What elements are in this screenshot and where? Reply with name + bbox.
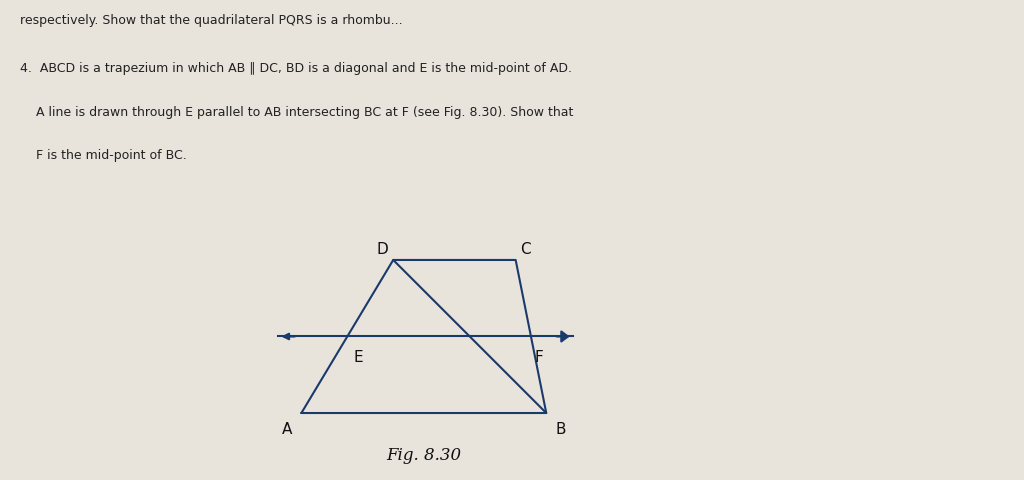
Text: D: D bbox=[377, 242, 389, 257]
Text: B: B bbox=[555, 422, 566, 437]
Text: 4.  ABCD is a trapezium in which AB ∥ DC, BD is a diagonal and E is the mid-poin: 4. ABCD is a trapezium in which AB ∥ DC,… bbox=[20, 62, 572, 75]
Text: A line is drawn through E parallel to AB intersecting BC at F (see Fig. 8.30). S: A line is drawn through E parallel to AB… bbox=[20, 106, 573, 119]
Text: F: F bbox=[535, 350, 544, 365]
Text: respectively. Show that the quadrilateral PQRS is a rhombu...: respectively. Show that the quadrilatera… bbox=[20, 14, 403, 27]
Text: A: A bbox=[282, 422, 292, 437]
Text: E: E bbox=[353, 350, 364, 365]
Text: Fig. 8.30: Fig. 8.30 bbox=[386, 446, 462, 464]
Text: C: C bbox=[520, 242, 530, 257]
Text: F is the mid-point of BC.: F is the mid-point of BC. bbox=[20, 149, 187, 162]
